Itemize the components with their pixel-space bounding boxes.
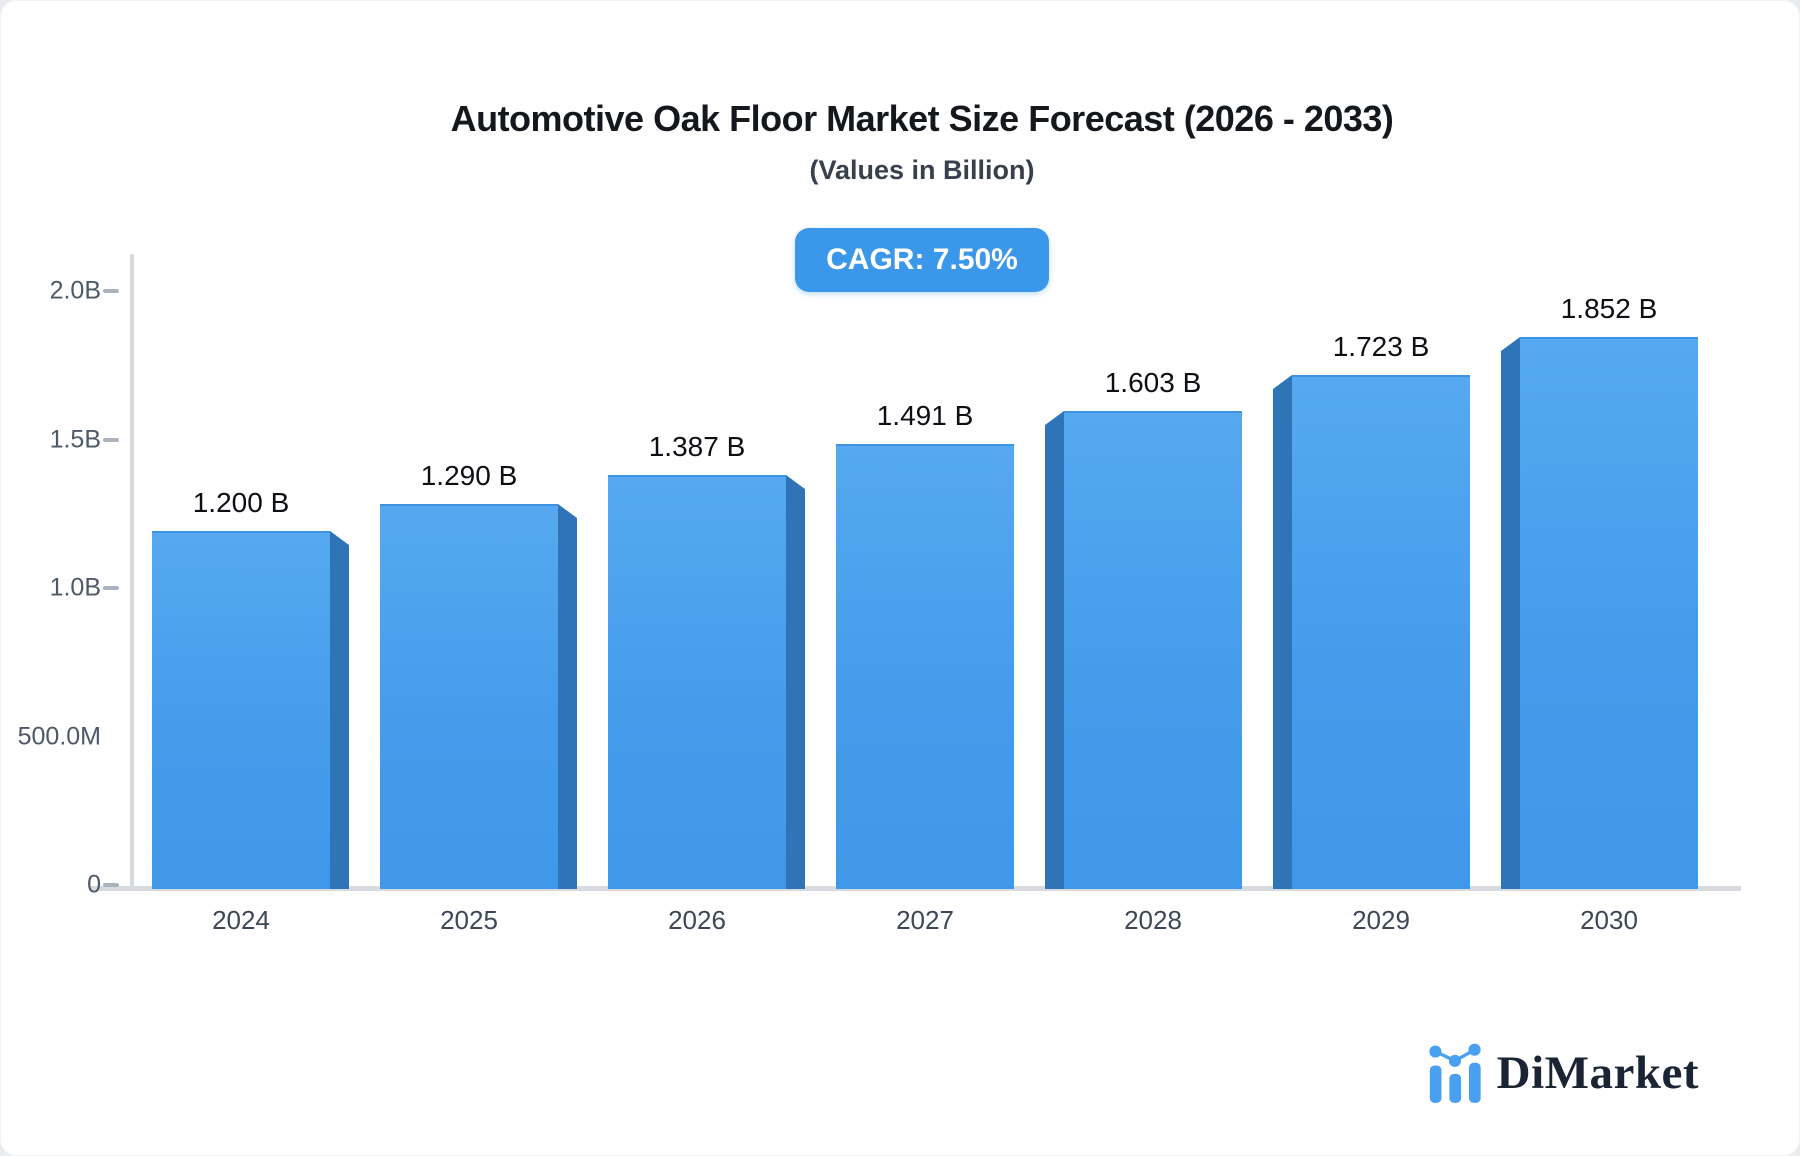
bar-value-label: 1.603 B bbox=[1104, 367, 1202, 398]
bar-value-label: 1.290 B bbox=[420, 460, 518, 491]
y-axis-line bbox=[130, 254, 134, 891]
x-axis-label: 2024 bbox=[212, 905, 270, 935]
chart-subtitle: (Values in Billion) bbox=[809, 155, 1035, 185]
bar-value-label: 1.200 B bbox=[192, 487, 290, 518]
y-axis-label: 1.5B bbox=[49, 425, 101, 453]
y-axis-label: 500.0M bbox=[17, 722, 101, 750]
y-axis-tick bbox=[103, 289, 119, 293]
bar-face bbox=[1064, 411, 1242, 889]
dimarket-logo: DiMarket bbox=[1427, 1043, 1699, 1103]
x-axis-label: 2028 bbox=[1124, 905, 1182, 935]
bar-side bbox=[786, 475, 805, 889]
chart-header: Automotive Oak Floor Market Size Forecas… bbox=[23, 1, 1799, 292]
logo-text: DiMarket bbox=[1496, 1047, 1699, 1099]
bar-side bbox=[330, 531, 349, 889]
bar-side bbox=[1501, 337, 1520, 889]
cagr-badge: CAGR: 7.50% bbox=[795, 228, 1049, 292]
bar-face bbox=[1292, 375, 1470, 889]
bar-value-label: 1.387 B bbox=[648, 431, 746, 462]
bar-chart-logo-icon bbox=[1428, 1043, 1481, 1103]
bar-side bbox=[1045, 411, 1064, 889]
x-axis-label: 2027 bbox=[896, 905, 954, 935]
bar-face bbox=[608, 475, 786, 889]
bar-value-label: 1.723 B bbox=[1332, 331, 1430, 362]
y-axis-label: 0 bbox=[87, 870, 101, 899]
y-axis-label: 2.0B bbox=[49, 276, 101, 305]
bar-face bbox=[380, 504, 558, 889]
bar-face bbox=[836, 444, 1014, 889]
y-axis-tick bbox=[103, 883, 119, 887]
bar-face bbox=[152, 531, 330, 889]
y-axis-tick bbox=[103, 586, 119, 590]
bar-side bbox=[1273, 375, 1292, 889]
bar-face bbox=[1520, 337, 1698, 889]
bar-value-label: 1.852 B bbox=[1560, 293, 1658, 324]
x-axis-label: 2025 bbox=[440, 905, 498, 935]
chart-title: Automotive Oak Floor Market Size Forecas… bbox=[450, 98, 1394, 139]
x-axis-label: 2030 bbox=[1580, 905, 1638, 935]
y-axis-label: 1.0B bbox=[49, 573, 101, 602]
bar-side bbox=[558, 504, 577, 889]
bar-value-label: 1.491 B bbox=[876, 400, 974, 431]
y-axis-tick bbox=[103, 437, 119, 442]
x-axis-label: 2026 bbox=[668, 905, 726, 935]
x-axis-label: 2029 bbox=[1352, 905, 1410, 935]
